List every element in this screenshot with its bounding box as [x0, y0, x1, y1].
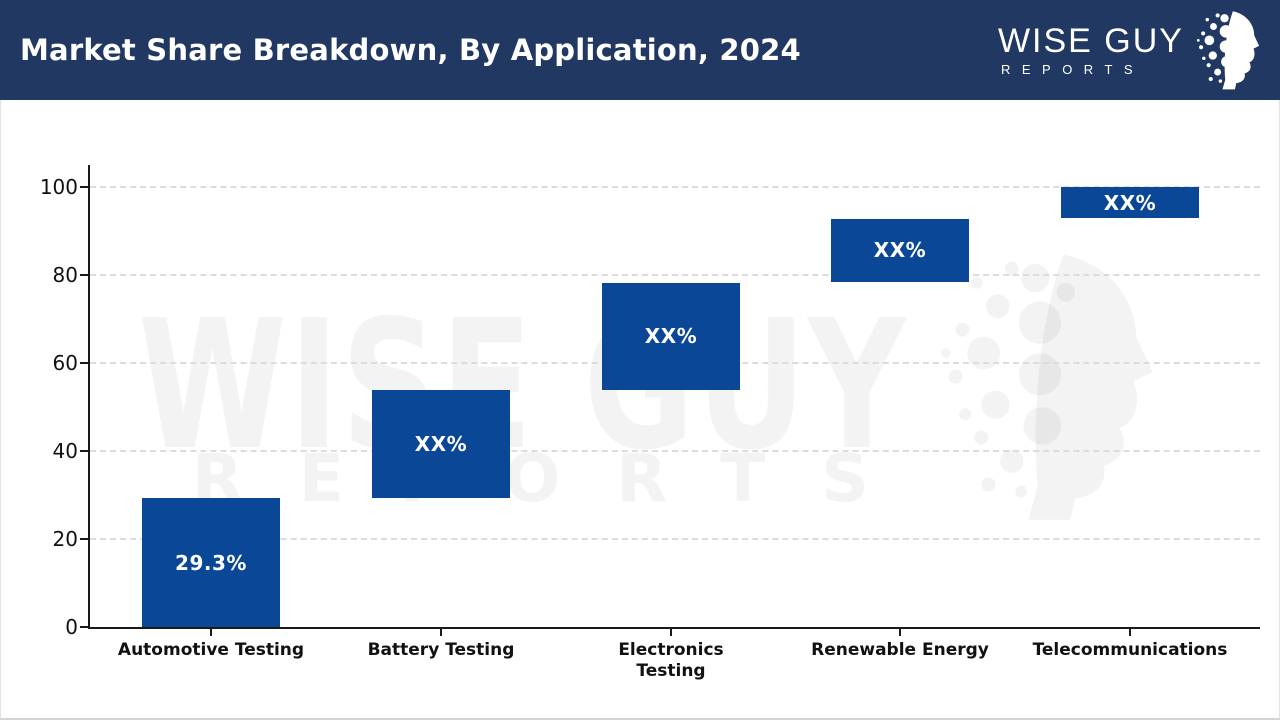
gridline-100	[90, 186, 1260, 188]
bar-segment: XX%	[831, 219, 969, 282]
gridline-40	[90, 450, 1260, 452]
logo-text: WISE GUY REPORTS	[998, 24, 1184, 76]
y-tick-mark-60	[80, 362, 90, 364]
y-tick-mark-100	[80, 186, 90, 188]
y-tick-label-80: 80	[52, 263, 78, 287]
x-tick-mark	[440, 629, 442, 636]
watermark-wordmark: WISE GUY	[138, 282, 908, 490]
logo-subtitle: REPORTS	[1000, 62, 1145, 77]
header-band: Market Share Breakdown, By Application, …	[0, 0, 1280, 100]
bar-segment: XX%	[372, 390, 510, 499]
chart-title: Market Share Breakdown, By Application, …	[20, 33, 801, 67]
y-tick-label-60: 60	[52, 351, 78, 375]
y-tick-mark-40	[80, 450, 90, 452]
watermark-subtitle: REPORTS	[192, 440, 925, 517]
category-label: Battery Testing	[367, 640, 515, 660]
canvas-left-border	[0, 100, 1, 720]
y-tick-label-40: 40	[52, 439, 78, 463]
bar-value-label: 29.3%	[175, 550, 247, 575]
x-tick-mark	[1129, 629, 1131, 636]
category-label: Automotive Testing	[117, 640, 305, 660]
y-tick-label-100: 100	[39, 175, 78, 199]
watermark-head-icon	[941, 254, 1153, 520]
bar-value-label: XX%	[414, 432, 468, 457]
bar-segment: XX%	[1061, 187, 1199, 219]
bar-value-label: XX%	[873, 238, 927, 263]
x-axis-line	[88, 627, 1260, 629]
logo-wordmark: WISE GUY	[997, 22, 1184, 60]
x-tick-mark	[670, 629, 672, 636]
bar-value-label: XX%	[1103, 190, 1157, 215]
y-tick-mark-20	[80, 538, 90, 540]
y-tick-mark-0	[80, 626, 90, 628]
category-label: Telecommunications	[1032, 640, 1228, 660]
x-tick-mark	[899, 629, 901, 636]
category-label: Renewable Energy	[811, 640, 989, 660]
gridline-80	[90, 274, 1260, 276]
y-tick-label-20: 20	[52, 527, 78, 551]
wise-guy-reports-logo: WISE GUY REPORTS	[998, 8, 1266, 92]
canvas-bottom-border	[0, 718, 1280, 720]
gridline-20	[90, 538, 1260, 540]
y-tick-label-0: 0	[65, 615, 78, 639]
bar-segment: XX%	[602, 282, 740, 390]
dotted-head-icon	[1196, 11, 1260, 90]
y-tick-mark-80	[80, 274, 90, 276]
bar-value-label: XX%	[644, 324, 698, 349]
x-tick-mark	[210, 629, 212, 636]
category-label: Electronics Testing	[618, 640, 724, 681]
y-axis-line	[88, 165, 90, 629]
bar-segment: 29.3%	[142, 498, 280, 627]
